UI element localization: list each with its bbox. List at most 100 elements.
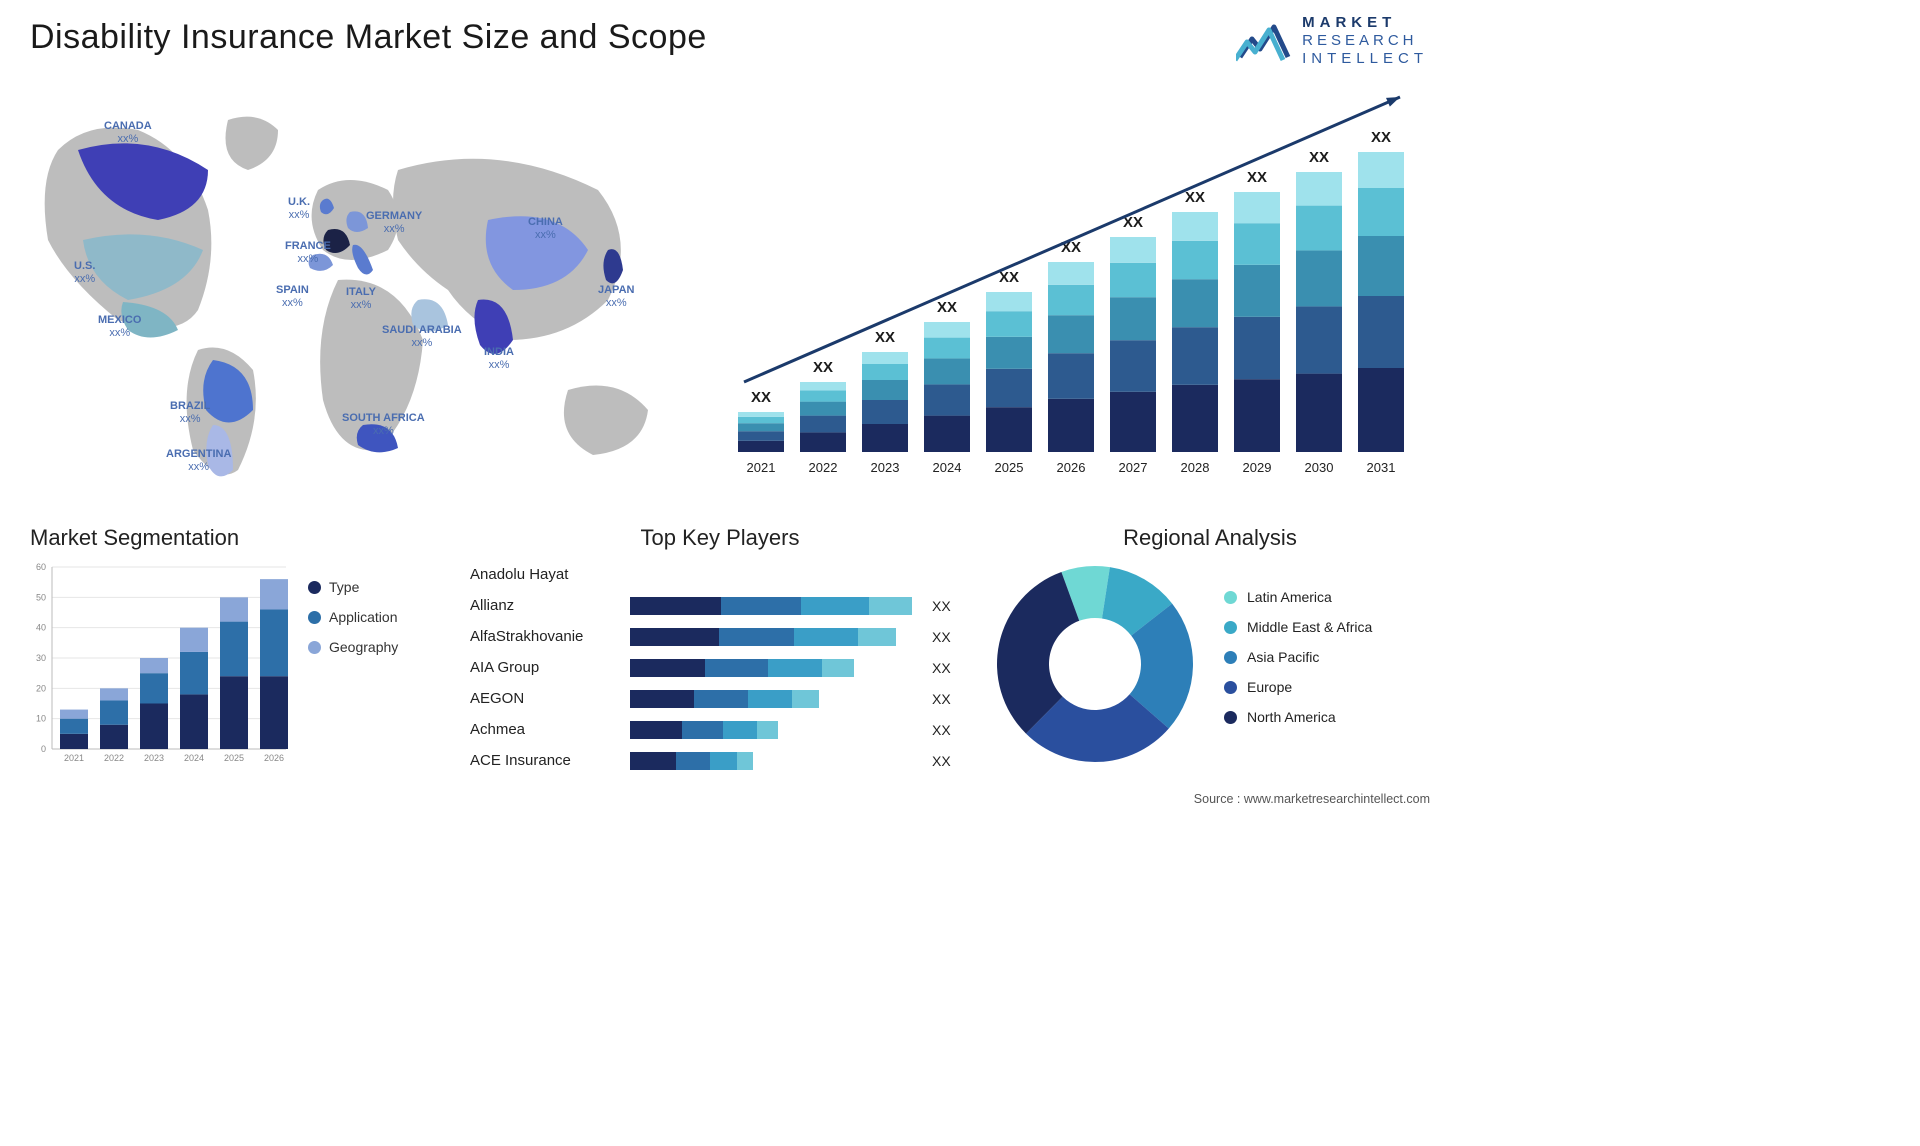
player-row: ACE Insurance XX [470, 745, 970, 776]
svg-text:2028: 2028 [1181, 460, 1210, 475]
player-bar [630, 566, 926, 584]
market-segmentation-section: Market Segmentation 01020304050602021202… [30, 525, 450, 769]
segmentation-legend: TypeApplicationGeography [308, 559, 398, 769]
svg-text:2022: 2022 [104, 753, 124, 763]
map-label-mexico: MEXICOxx% [98, 314, 141, 339]
player-name: ACE Insurance [470, 752, 630, 769]
map-label-italy: ITALYxx% [346, 286, 376, 311]
player-value: XX [926, 691, 970, 707]
player-row: Allianz XX [470, 590, 970, 621]
player-bar [630, 659, 926, 677]
svg-text:2031: 2031 [1367, 460, 1396, 475]
seg-legend-geography: Geography [308, 639, 398, 655]
map-label-japan: JAPANxx% [598, 284, 634, 309]
svg-text:10: 10 [36, 714, 46, 724]
player-row: AlfaStrakhovanie XX [470, 621, 970, 652]
svg-text:XX: XX [1247, 169, 1267, 186]
player-name: AIA Group [470, 659, 630, 676]
svg-text:2027: 2027 [1119, 460, 1148, 475]
svg-text:60: 60 [36, 562, 46, 572]
svg-text:2030: 2030 [1305, 460, 1334, 475]
svg-text:XX: XX [937, 299, 957, 316]
regional-legend-item: Middle East & Africa [1224, 619, 1372, 635]
regional-analysis-section: Regional Analysis Latin America Middle Ea… [990, 525, 1430, 769]
segmentation-title: Market Segmentation [30, 525, 450, 551]
logo-line2: RESEARCH [1302, 32, 1428, 50]
logo-line3: INTELLECT [1302, 50, 1428, 68]
svg-text:2023: 2023 [871, 460, 900, 475]
svg-text:2025: 2025 [224, 753, 244, 763]
map-label-south-africa: SOUTH AFRICAxx% [342, 412, 425, 437]
players-title: Top Key Players [470, 525, 970, 551]
regional-legend-item: North America [1224, 709, 1372, 725]
svg-text:2023: 2023 [144, 753, 164, 763]
player-value: XX [926, 629, 970, 645]
player-row: AIA Group XX [470, 652, 970, 683]
regional-donut-chart [990, 559, 1200, 769]
svg-text:2022: 2022 [809, 460, 838, 475]
map-label-china: CHINAxx% [528, 216, 563, 241]
map-label-canada: CANADAxx% [104, 120, 152, 145]
logo-icon [1236, 17, 1292, 65]
svg-text:XX: XX [813, 359, 833, 376]
source-label: Source : www.marketresearchintellect.com [1194, 792, 1430, 806]
player-row: Achmea XX [470, 714, 970, 745]
regional-legend-item: Latin America [1224, 589, 1372, 605]
player-bar [630, 597, 926, 615]
regional-title: Regional Analysis [990, 525, 1430, 551]
regional-legend-item: Asia Pacific [1224, 649, 1372, 665]
player-bar [630, 628, 926, 646]
player-bar [630, 721, 926, 739]
page-title: Disability Insurance Market Size and Sco… [30, 18, 707, 57]
map-label-germany: GERMANYxx% [366, 210, 422, 235]
svg-text:XX: XX [1185, 189, 1205, 206]
regional-legend-item: Europe [1224, 679, 1372, 695]
svg-text:XX: XX [751, 389, 771, 406]
svg-text:2021: 2021 [747, 460, 776, 475]
svg-text:50: 50 [36, 592, 46, 602]
svg-text:2026: 2026 [1057, 460, 1086, 475]
world-map: CANADAxx% U.S.xx% MEXICOxx% BRAZILxx% ARGENT… [28, 90, 668, 490]
regional-legend: Latin America Middle East & Africa Asia Pa… [1224, 589, 1372, 739]
player-value: XX [926, 660, 970, 676]
top-key-players-section: Top Key Players Anadolu HayatAllianzXXAl… [470, 525, 970, 776]
players-list: Anadolu Hayat Allianz XX AlfaStrakhovanie XX… [470, 559, 970, 776]
player-row: AEGON XX [470, 683, 970, 714]
player-name: AlfaStrakhovanie [470, 628, 630, 645]
player-bar [630, 690, 926, 708]
map-label-spain: SPAINxx% [276, 284, 309, 309]
svg-text:XX: XX [875, 329, 895, 346]
player-value: XX [926, 722, 970, 738]
map-label-saudi-arabia: SAUDI ARABIAxx% [382, 324, 462, 349]
map-label-u-k-: U.K.xx% [288, 196, 310, 221]
svg-text:20: 20 [36, 683, 46, 693]
player-row: Anadolu Hayat [470, 559, 970, 590]
svg-text:XX: XX [999, 269, 1019, 286]
map-label-argentina: ARGENTINAxx% [166, 448, 231, 473]
brand-logo: MARKET RESEARCH INTELLECT [1236, 14, 1428, 68]
logo-line1: MARKET [1302, 14, 1428, 32]
map-label-india: INDIAxx% [484, 346, 514, 371]
svg-text:2025: 2025 [995, 460, 1024, 475]
svg-text:XX: XX [1371, 129, 1391, 146]
seg-legend-application: Application [308, 609, 398, 625]
player-value: XX [926, 753, 970, 769]
svg-text:2026: 2026 [264, 753, 284, 763]
svg-text:30: 30 [36, 653, 46, 663]
map-label-france: FRANCExx% [285, 240, 331, 265]
svg-text:2024: 2024 [933, 460, 962, 475]
player-name: Achmea [470, 721, 630, 738]
player-name: AEGON [470, 690, 630, 707]
map-label-brazil: BRAZILxx% [170, 400, 210, 425]
svg-text:2024: 2024 [184, 753, 204, 763]
player-bar [630, 752, 926, 770]
svg-text:2021: 2021 [64, 753, 84, 763]
player-value: XX [926, 598, 970, 614]
player-name: Anadolu Hayat [470, 566, 630, 583]
svg-text:XX: XX [1309, 149, 1329, 166]
player-name: Allianz [470, 597, 630, 614]
segmentation-chart: 0102030405060202120222023202420252026 [30, 559, 290, 769]
map-label-u-s-: U.S.xx% [74, 260, 95, 285]
svg-text:40: 40 [36, 623, 46, 633]
market-size-chart: XX 2021 XX 2022 XX 2023 XX 2024 XX 2025 XX 2026 XX 20… [728, 92, 1428, 492]
